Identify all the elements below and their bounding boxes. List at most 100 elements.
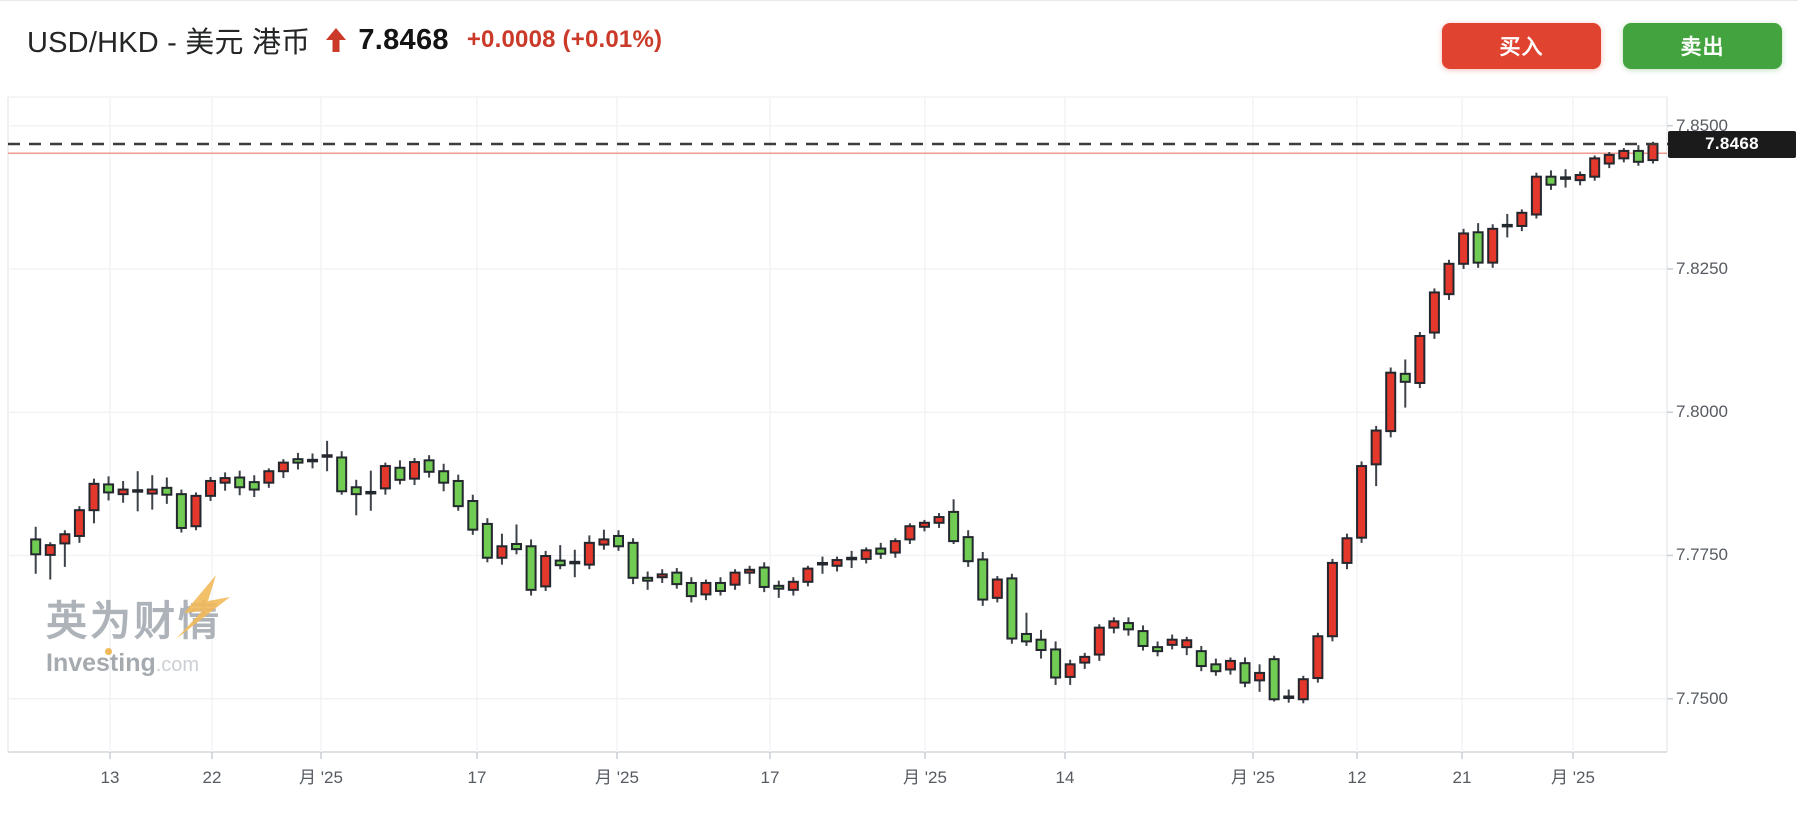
candle-doji xyxy=(846,556,858,561)
x-axis-label: 21 xyxy=(1452,768,1472,787)
x-axis-label: 14 xyxy=(1055,768,1075,787)
candle-body xyxy=(904,525,916,541)
candle-doji xyxy=(132,489,144,493)
candle-body xyxy=(583,541,595,566)
candle-doji xyxy=(365,490,377,495)
candle-body xyxy=(1152,646,1164,653)
x-axis-label: 22 xyxy=(202,768,222,787)
watermark-en-text: Investing xyxy=(46,649,156,677)
candle-body xyxy=(205,479,217,497)
candle-body xyxy=(103,483,115,494)
candle-body xyxy=(263,470,275,484)
candle-body xyxy=(350,486,362,496)
candle-body xyxy=(554,559,566,567)
sell-button[interactable]: 卖出 xyxy=(1623,23,1782,69)
x-axis-label: 月 '25 xyxy=(1231,768,1275,787)
candle-body xyxy=(1312,635,1324,680)
candle-body xyxy=(1356,465,1368,539)
candle-body xyxy=(511,542,523,551)
candle-body xyxy=(656,573,668,579)
candle-body xyxy=(1093,626,1105,656)
watermark-en: Investing.com xyxy=(46,648,222,678)
candle-body xyxy=(860,549,872,560)
candle-body xyxy=(1050,648,1062,679)
candle-body xyxy=(627,541,639,579)
trade-buttons: 买入 卖出 xyxy=(1442,23,1782,69)
current-price-tag: 7.8468 xyxy=(1668,130,1796,158)
y-axis-label: 7.7750 xyxy=(1676,545,1728,565)
price-change: +0.0008 (+0.01%) xyxy=(466,26,663,53)
candle-body xyxy=(1254,671,1266,682)
candle-body xyxy=(613,534,624,548)
candle-body xyxy=(1210,663,1222,673)
y-axis-label: 7.8500 xyxy=(1676,115,1728,135)
candle-body xyxy=(1530,175,1542,216)
watermark-bolt-icon xyxy=(176,575,230,639)
candle-body xyxy=(685,581,697,598)
last-price: 7.8468 xyxy=(358,23,449,56)
candle-body xyxy=(875,547,887,555)
candle-doji xyxy=(321,454,333,458)
candle-doji xyxy=(1283,695,1295,699)
candle-body xyxy=(1181,639,1193,649)
candle-body xyxy=(452,479,464,508)
candle-body xyxy=(248,481,260,491)
watermark-tld-text: .com xyxy=(155,654,200,676)
candle-body xyxy=(146,488,158,495)
candle-doji xyxy=(307,458,319,463)
candle-body xyxy=(1647,143,1659,162)
candle-body xyxy=(175,493,187,529)
candle-body xyxy=(292,458,304,464)
candle-body xyxy=(1166,638,1178,646)
candle-body xyxy=(1385,371,1397,433)
candle-body xyxy=(1297,678,1309,701)
watermark-cn: 英为财情 xyxy=(46,575,230,647)
candle-body xyxy=(73,509,85,537)
candle-body xyxy=(59,533,71,545)
up-arrow-icon xyxy=(326,28,347,52)
y-axis-label: 7.8000 xyxy=(1676,402,1728,422)
candle-body xyxy=(700,581,712,596)
candle-body xyxy=(831,559,843,567)
candle-body xyxy=(1545,175,1557,186)
candle-body xyxy=(787,580,799,591)
candle-body xyxy=(336,456,348,493)
candle-body xyxy=(1137,630,1149,647)
candle-body xyxy=(1574,173,1586,182)
candle-doji xyxy=(1560,176,1572,180)
candle-body xyxy=(1122,622,1134,631)
candle-body xyxy=(773,584,785,590)
candle-body xyxy=(1428,291,1440,334)
candle-body xyxy=(277,461,289,473)
candle-body xyxy=(219,477,231,484)
candle-body xyxy=(1487,227,1499,264)
candle-body xyxy=(379,465,391,490)
candle-body xyxy=(481,522,493,559)
candle-body xyxy=(1589,157,1601,178)
candle-body xyxy=(1472,231,1484,264)
candle-body xyxy=(933,516,945,524)
candle-body xyxy=(409,461,421,480)
candle-body xyxy=(1195,650,1207,668)
candle-body xyxy=(1268,658,1280,701)
candle-body xyxy=(598,538,610,546)
x-axis-label: 13 xyxy=(100,768,120,787)
candle-body xyxy=(889,540,901,554)
candle-body xyxy=(438,470,450,484)
candle-body xyxy=(161,486,173,496)
candle-body xyxy=(117,488,129,496)
y-axis-label: 7.7500 xyxy=(1676,688,1728,708)
watermark-cn-text: 英为财情 xyxy=(46,598,222,644)
candle-body xyxy=(962,536,974,563)
candle-body xyxy=(525,545,537,591)
candle-body xyxy=(1458,232,1470,265)
buy-button[interactable]: 买入 xyxy=(1442,23,1601,69)
candle-body xyxy=(467,500,479,531)
candle-body xyxy=(642,576,654,582)
candle-body xyxy=(1341,537,1353,564)
candle-body xyxy=(1239,662,1251,684)
watermark-i-dot xyxy=(105,648,112,655)
candle-body xyxy=(88,482,100,512)
